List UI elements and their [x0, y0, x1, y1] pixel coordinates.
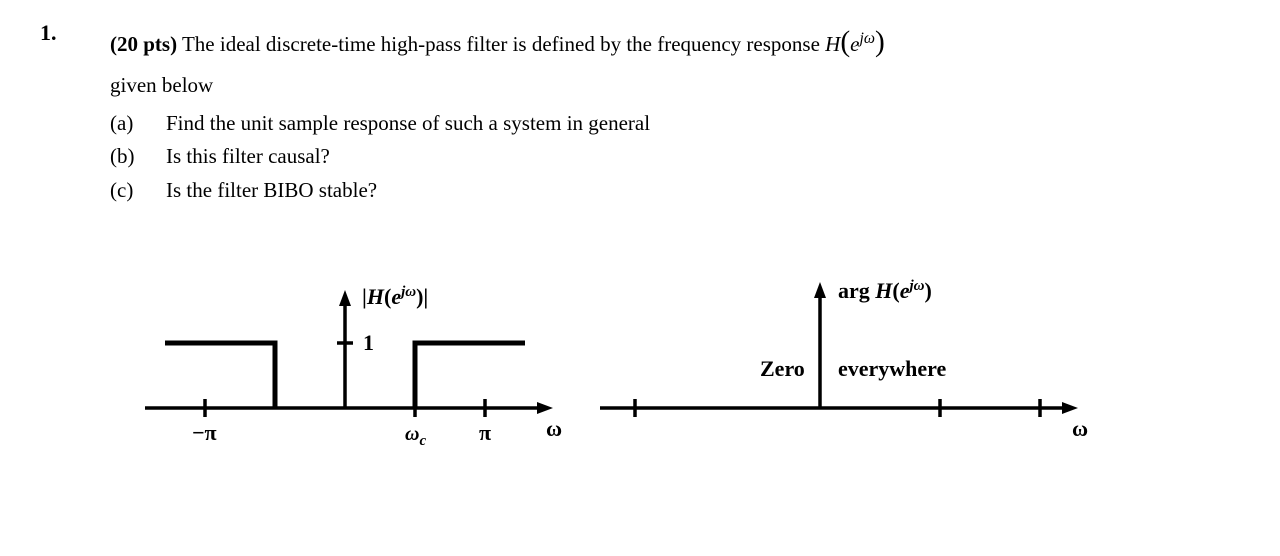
problem-body: (20 pts) The ideal discrete-time high-pa…: [110, 20, 1240, 208]
subpart-a-text: Find the unit sample response of such a …: [166, 108, 650, 140]
problem-row: 1. (20 pts) The ideal discrete-time high…: [40, 20, 1240, 208]
subpart-a-label: (a): [110, 108, 140, 140]
formula-H-ejw: H(ejω): [825, 32, 885, 56]
formula-exp: jω: [859, 30, 875, 47]
phase-x-axis-label: ω: [1072, 416, 1088, 441]
paren-close: ): [875, 26, 885, 58]
subparts: (a) Find the unit sample response of suc…: [110, 108, 1240, 207]
mag-title: |H(ejω)|: [362, 284, 428, 309]
problem-number: 1.: [40, 20, 80, 208]
phase-zero-label: Zero: [760, 356, 805, 381]
problem-statement: (20 pts) The ideal discrete-time high-pa…: [110, 20, 1240, 64]
mag-ytick-1: 1: [363, 330, 374, 355]
subpart-b-label: (b): [110, 141, 140, 173]
subpart-c-text: Is the filter BIBO stable?: [166, 175, 377, 207]
subpart-c-label: (c): [110, 175, 140, 207]
statement-text-2: given below: [110, 70, 1240, 102]
mag-xtick-wc: ωc: [405, 423, 426, 449]
phase-plot: arg H(ejω) Zero everywhere ω: [580, 268, 1090, 478]
subpart-c: (c) Is the filter BIBO stable?: [110, 175, 1240, 207]
points-label: (20 pts): [110, 32, 177, 56]
magnitude-plot: |H(ejω)| 1 −π ωc π ω: [130, 268, 560, 478]
phase-title: arg H(ejω): [838, 278, 932, 303]
subpart-a: (a) Find the unit sample response of suc…: [110, 108, 1240, 140]
statement-text-1: The ideal discrete-time high-pass filter…: [177, 32, 825, 56]
paren-open: (: [840, 26, 850, 58]
mag-x-axis-label: ω: [546, 416, 562, 441]
phase-everywhere-label: everywhere: [838, 356, 947, 381]
diagrams-row: |H(ejω)| 1 −π ωc π ω arg H(ejω) Zero eve…: [40, 268, 1240, 478]
mag-xtick-negpi: −π: [192, 420, 217, 445]
formula-H: H: [825, 32, 840, 56]
mag-xtick-pi: π: [479, 420, 491, 445]
subpart-b: (b) Is this filter causal?: [110, 141, 1240, 173]
subpart-b-text: Is this filter causal?: [166, 141, 330, 173]
